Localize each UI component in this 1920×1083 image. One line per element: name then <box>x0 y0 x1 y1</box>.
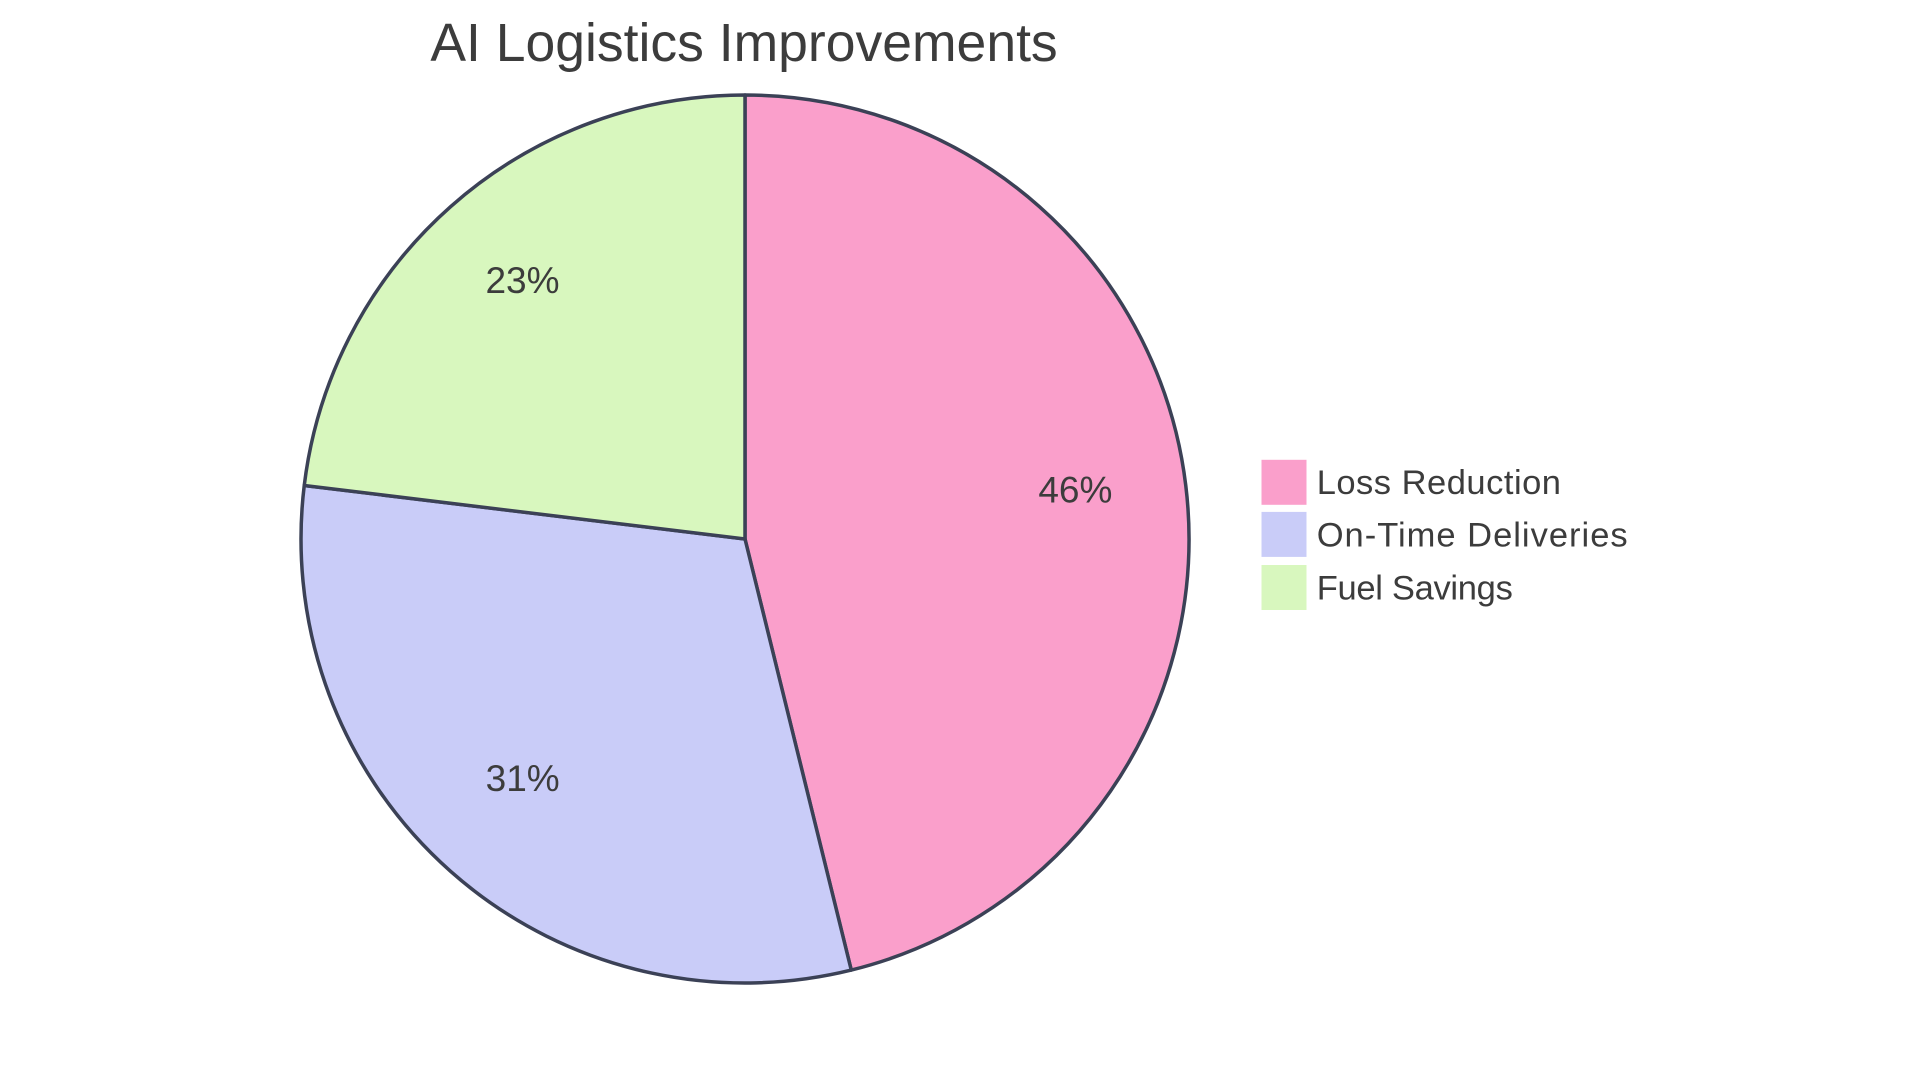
svg-text:46%: 46% <box>1038 470 1112 511</box>
svg-text:Fuel Savings: Fuel Savings <box>1317 569 1513 607</box>
svg-text:Loss Reduction: Loss Reduction <box>1317 464 1562 502</box>
svg-text:AI Logistics Improvements: AI Logistics Improvements <box>430 14 1057 73</box>
svg-text:31%: 31% <box>486 758 560 799</box>
svg-text:On-Time Deliveries: On-Time Deliveries <box>1317 516 1629 554</box>
svg-text:23%: 23% <box>485 260 559 301</box>
